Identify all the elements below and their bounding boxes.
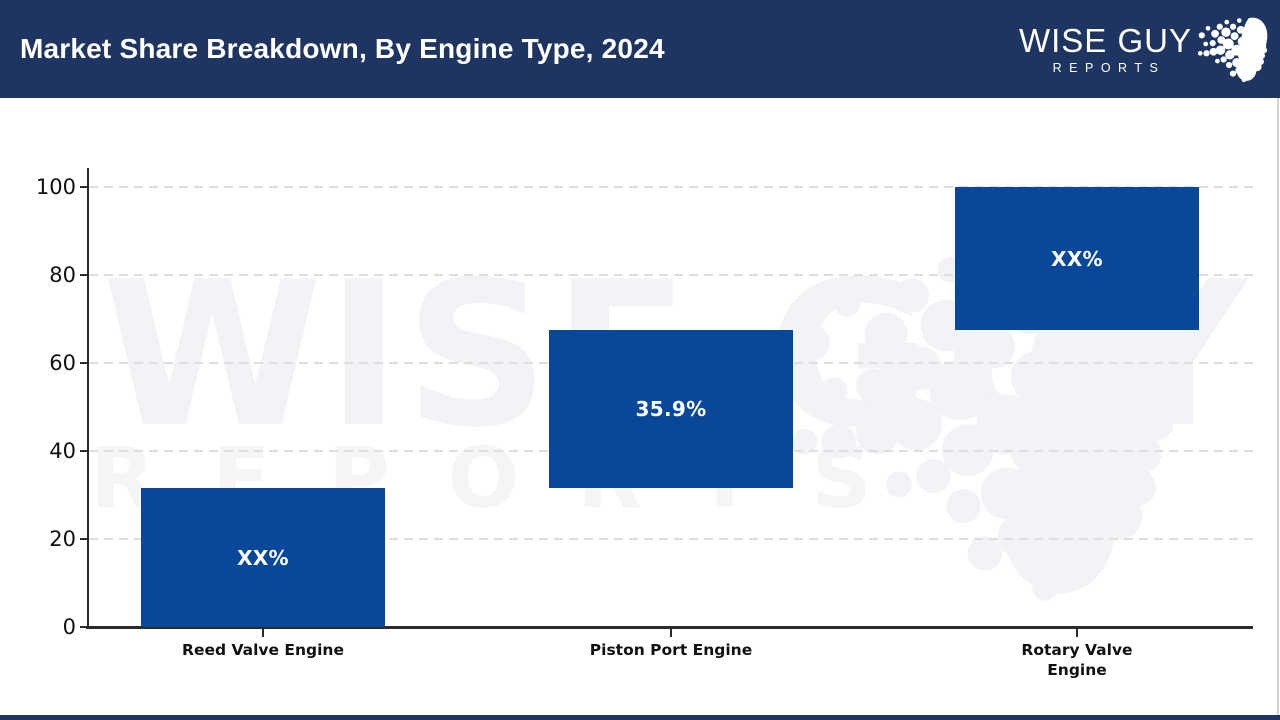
y-tick-mark-40 (80, 450, 88, 452)
x-category-label-0: Reed Valve Engine (182, 641, 344, 659)
y-tick-label-40: 40 (49, 439, 76, 463)
y-tick-label-100: 100 (35, 175, 76, 199)
brand-face-icon (1194, 7, 1272, 91)
x-category-label-2: Rotary Valve Engine (1021, 641, 1133, 679)
y-tick-mark-80 (80, 274, 88, 276)
bar-rotary-valve-engine: XX% (955, 187, 1199, 331)
x-tick-mark-1 (670, 629, 672, 637)
footer-bar (0, 715, 1280, 720)
bar-piston-port-engine: 35.9% (549, 330, 793, 489)
right-border (1277, 98, 1279, 715)
y-tick-label-80: 80 (49, 263, 76, 287)
x-tick-mark-0 (262, 629, 264, 637)
y-tick-label-20: 20 (49, 527, 76, 551)
x-axis-line (86, 626, 1253, 629)
y-tick-label-0: 0 (62, 615, 76, 639)
x-category-label-1: Piston Port Engine (589, 641, 753, 659)
gridline-100 (89, 186, 1253, 188)
bar-value-label: 35.9% (635, 397, 707, 422)
y-tick-label-60: 60 (49, 351, 76, 375)
page-title: Market Share Breakdown, By Engine Type, … (20, 33, 665, 64)
y-tick-mark-60 (80, 362, 88, 364)
bar-reed-valve-engine: XX% (141, 488, 385, 627)
gridline-20 (89, 538, 1253, 540)
brand-logo: WISE GUY REPORTS (1019, 0, 1272, 98)
x-tick-mark-2 (1076, 629, 1078, 637)
brand-name: WISE GUY (1018, 21, 1192, 59)
y-tick-mark-100 (80, 186, 88, 188)
bar-value-label: XX% (237, 545, 289, 570)
bar-value-label: XX% (1051, 246, 1103, 271)
y-tick-mark-20 (80, 538, 88, 540)
y-axis-line (87, 168, 89, 628)
brand-subtitle: REPORTS (1052, 60, 1166, 75)
header-bar: Market Share Breakdown, By Engine Type, … (0, 0, 1280, 98)
y-tick-mark-0 (80, 626, 88, 628)
brand-logo-text: WISE GUY REPORTS (1019, 24, 1192, 75)
gridline-80 (89, 274, 1253, 276)
